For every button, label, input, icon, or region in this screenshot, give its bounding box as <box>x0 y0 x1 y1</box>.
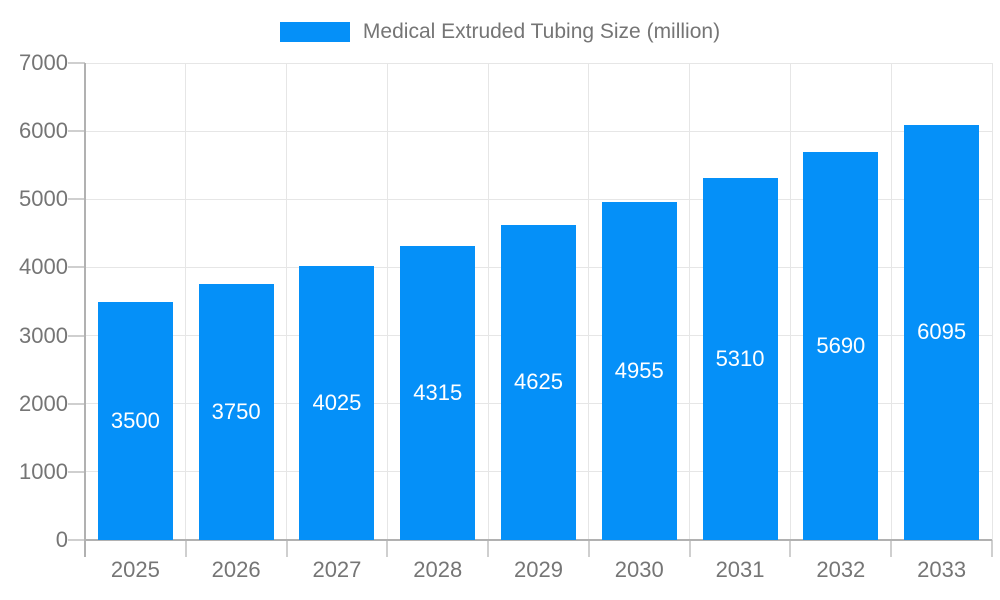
y-axis-tick <box>68 470 85 473</box>
legend-label: Medical Extruded Tubing Size (million) <box>362 20 721 43</box>
y-axis-tick <box>68 539 85 541</box>
bar-value-label: 4955 <box>614 358 664 384</box>
y-axis-tick-label: 6000 <box>19 118 68 144</box>
y-axis-tick <box>68 266 85 269</box>
bar[interactable]: 4955 <box>601 202 677 540</box>
bar-value-label: 4315 <box>413 379 463 405</box>
y-axis-tick <box>68 130 85 133</box>
bar[interactable]: 5690 <box>803 152 879 540</box>
bar-value-label: 5690 <box>816 333 866 359</box>
y-axis-tick-label: 2000 <box>19 390 68 416</box>
x-gridline <box>286 63 288 540</box>
y-axis-tick-label: 7000 <box>19 50 68 75</box>
x-axis-tick <box>487 540 490 557</box>
y-gridline <box>85 130 992 132</box>
bar[interactable]: 4025 <box>299 265 375 540</box>
x-axis-tick <box>587 540 590 557</box>
bar[interactable]: 4315 <box>400 245 476 540</box>
y-axis-tick-label: 5000 <box>19 186 68 212</box>
y-axis-tick <box>68 62 85 64</box>
x-axis-tick <box>386 540 389 557</box>
x-axis-tick-label: 2026 <box>211 557 261 582</box>
x-gridline <box>789 63 791 540</box>
y-axis-tick-label: 1000 <box>19 458 68 484</box>
x-axis-tick-label: 2025 <box>110 557 160 582</box>
x-axis-tick-label: 2032 <box>816 557 866 582</box>
legend-swatch-icon <box>279 22 350 42</box>
x-gridline <box>991 63 993 540</box>
bar-value-label: 5310 <box>715 346 765 372</box>
x-axis-tick <box>285 540 288 557</box>
bar-value-label: 4625 <box>514 369 563 395</box>
x-gridline <box>185 63 187 540</box>
bar-value-label: 3750 <box>211 399 261 425</box>
x-gridline <box>386 63 388 540</box>
x-axis-tick-label: 2031 <box>715 557 765 582</box>
bar[interactable]: 5310 <box>702 178 778 540</box>
x-gridline <box>890 63 892 540</box>
y-axis-line <box>84 63 86 557</box>
bar-value-label: 6095 <box>917 319 967 345</box>
bar-value-label: 3500 <box>110 407 160 433</box>
y-axis-tick-label: 3000 <box>19 322 68 348</box>
bar[interactable]: 6095 <box>904 124 980 540</box>
bar[interactable]: 3500 <box>97 301 173 540</box>
x-axis-tick-label: 2033 <box>917 557 967 582</box>
x-gridline <box>689 63 691 540</box>
x-axis-line <box>85 539 992 541</box>
y-axis-tick-label: 0 <box>55 527 68 552</box>
x-gridline <box>487 63 489 540</box>
x-axis-tick-label: 2029 <box>514 557 563 582</box>
chart-legend[interactable]: Medical Extruded Tubing Size (million) <box>0 20 1000 44</box>
x-axis-tick <box>890 540 893 557</box>
x-axis-tick <box>789 540 792 557</box>
y-axis-tick-label: 4000 <box>19 254 68 280</box>
y-gridline <box>85 62 992 64</box>
y-axis-tick <box>68 402 85 405</box>
x-axis-tick-label: 2027 <box>312 557 362 582</box>
y-gridline <box>85 198 992 200</box>
x-axis-tick-label: 2028 <box>413 557 463 582</box>
x-axis-tick <box>991 540 993 557</box>
y-axis-tick <box>68 334 85 337</box>
bar-value-label: 4025 <box>312 389 362 415</box>
x-gridline <box>588 63 590 540</box>
y-axis-tick <box>68 198 85 201</box>
x-axis-tick <box>184 540 187 557</box>
bar[interactable]: 4625 <box>501 224 576 540</box>
bar[interactable]: 3750 <box>198 284 274 540</box>
x-axis-tick <box>688 540 691 557</box>
x-axis-tick-label: 2030 <box>614 557 664 582</box>
